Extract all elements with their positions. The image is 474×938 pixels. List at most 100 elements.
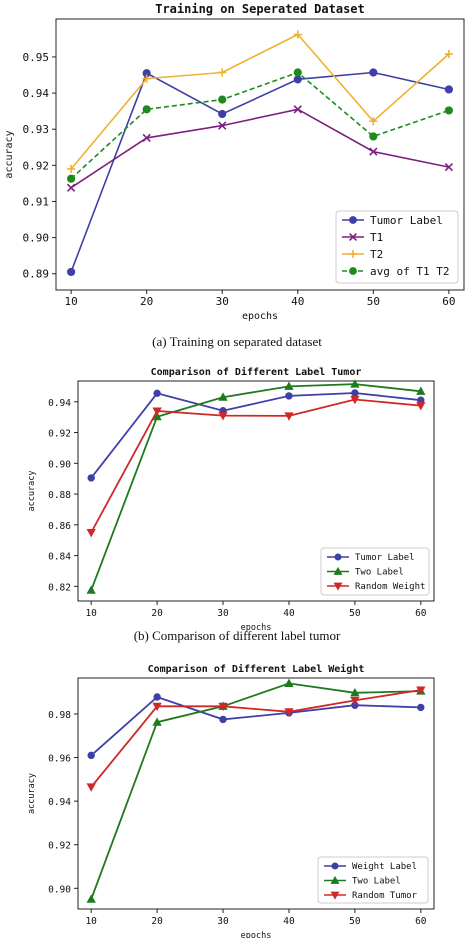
chart-2-series-0-point: [153, 693, 161, 701]
chart-1-ytick-label: 0.82: [48, 582, 71, 593]
chart-1-xtick-label: 40: [283, 608, 295, 619]
chart-2-legend-marker-1: [330, 875, 340, 884]
chart-0-legend-label-0: Tumor Label: [370, 214, 443, 227]
chart-2-legend-label-2: Random Tumor: [352, 891, 418, 901]
chart-0-ytick-label: 0.91: [23, 195, 50, 208]
chart-1-legend-label-1: Two Label: [355, 568, 404, 578]
chart-0-xtick-label: 40: [291, 295, 304, 308]
chart-2-series-1-point: [284, 678, 294, 687]
chart-1-ylabel: accuracy: [27, 471, 37, 512]
chart-1-ytick-label: 0.94: [48, 398, 71, 409]
chart-0-series-2-point: [67, 164, 76, 174]
chart-1-series-2-line: [90, 398, 421, 533]
chart-2-series-2-point: [284, 708, 294, 717]
chart-1-title: Comparison of Different Label Tumor: [151, 366, 362, 378]
caption-b: (b) Comparison of different label tumor: [134, 628, 341, 643]
chart-2-series-2-point: [350, 696, 360, 706]
chart-0-legend-marker-2: [349, 250, 357, 258]
chart-1-xtick-label: 50: [349, 608, 361, 619]
chart-0-series-1-point: [444, 162, 454, 172]
chart-0-series-3-point: [142, 105, 151, 114]
chart-2-xtick-label: 30: [217, 916, 229, 927]
chart-1-series-0-point: [87, 474, 95, 482]
chart-0-frame: [55, 18, 465, 291]
chart-1-series-1-point: [86, 585, 96, 594]
chart-1-legend-marker-0: [334, 553, 342, 561]
chart-2-series-2-line: [90, 689, 421, 788]
chart-0-xlabel: epochs: [242, 311, 278, 322]
chart-0-ytick-label: 0.94: [23, 87, 50, 100]
chart-2-xtick-label: 10: [85, 916, 97, 927]
caption-a: (a) Training on separated dataset: [152, 334, 322, 349]
chart-1-xlabel: epochs: [241, 623, 272, 633]
chart-1-series-2-point: [86, 528, 96, 538]
chart-1-series-2-point: [284, 412, 294, 421]
chart-2-xtick-label: 20: [151, 916, 163, 927]
chart-1-ytick-label: 0.92: [48, 429, 71, 440]
chart-0-series-1-point: [293, 105, 302, 114]
chart-0-series-2-point: [293, 30, 302, 39]
chart-0-series-0-point: [293, 75, 302, 84]
chart-2-frame: [77, 677, 435, 910]
chart-0-series-1-point: [369, 147, 378, 156]
chart-0-series-3-point: [293, 68, 302, 77]
chart-1-series-0-point: [153, 389, 161, 398]
chart-0-series-0-point: [369, 68, 378, 77]
chart-1-legend-marker-1: [333, 566, 343, 575]
chart-2-series-0-line: [90, 695, 421, 757]
chart-2-legend-label-1: Two Label: [352, 877, 401, 887]
chart-2-xlabel: epochs: [241, 931, 272, 938]
chart-2-legend: [317, 856, 429, 904]
chart-0-legend-marker-0: [349, 216, 357, 224]
chart-1-legend-marker-2: [333, 582, 343, 591]
chart-1-series-1-point: [284, 381, 294, 390]
chart-2-xtick-label: 50: [349, 916, 361, 927]
chart-0-ytick-label: 0.93: [23, 123, 50, 136]
chart-2-series-0-point: [219, 715, 227, 724]
chart-1-series-0-point: [285, 392, 293, 400]
chart-1-series-2-point: [152, 407, 162, 416]
chart-0-ylabel: accuracy: [4, 130, 15, 178]
chart-2-title: Comparison of Different Label Weight: [148, 663, 365, 675]
chart-2-series-1-point: [152, 717, 162, 726]
chart-0-legend: [335, 210, 459, 284]
chart-0-legend-label-1: T1: [370, 231, 383, 244]
chart-0-xtick-label: 60: [442, 295, 455, 308]
chart-1-ytick-label: 0.86: [48, 521, 71, 532]
chart-0-series-1-line: [70, 108, 450, 189]
chart-2-xtick-label: 40: [283, 916, 295, 927]
chart-2-series-0-point: [417, 703, 425, 712]
chart-0-series-3-point: [218, 95, 227, 104]
chart-2-series-2-point: [416, 686, 426, 695]
chart-2-ylabel: accuracy: [27, 773, 37, 814]
chart-0-series-3-point: [67, 174, 76, 183]
chart-2-ytick-label: 0.94: [48, 797, 71, 808]
chart-0-xtick-label: 50: [367, 295, 380, 308]
chart-1-xtick-label: 30: [217, 608, 229, 619]
chart-0-series-2-point: [142, 74, 151, 83]
chart-1-series-1-point: [350, 379, 360, 388]
chart-0-series-0-point: [444, 85, 453, 94]
chart-2-legend-marker-2: [330, 891, 340, 900]
chart-0-series-2-point: [218, 68, 227, 77]
chart-0-ytick-label: 0.90: [23, 232, 50, 245]
chart-2-xtick-label: 60: [415, 916, 427, 927]
chart-0-ytick-label: 0.95: [23, 51, 50, 64]
chart-2-ytick-label: 0.96: [48, 754, 71, 765]
chart-1-ytick-label: 0.90: [48, 459, 71, 470]
chart-2-ytick-label: 0.90: [48, 884, 71, 895]
chart-2-series-2-point: [152, 702, 162, 712]
chart-1-xtick-label: 60: [415, 608, 427, 619]
chart-1-series-1-point: [416, 386, 426, 395]
chart-2-legend-marker-0: [331, 862, 339, 870]
chart-0-series-0-line: [70, 71, 450, 273]
chart-1-series-2-point: [350, 395, 360, 405]
chart-1-legend: [320, 547, 430, 596]
chart-1-series-1-point: [218, 392, 228, 401]
chart-2-series-2-point: [86, 783, 96, 792]
chart-1-ytick-label: 0.84: [48, 552, 71, 563]
chart-0-series-2-line: [70, 33, 450, 170]
chart-2-ytick-label: 0.92: [48, 841, 71, 852]
chart-0-legend-marker-1: [349, 233, 357, 241]
